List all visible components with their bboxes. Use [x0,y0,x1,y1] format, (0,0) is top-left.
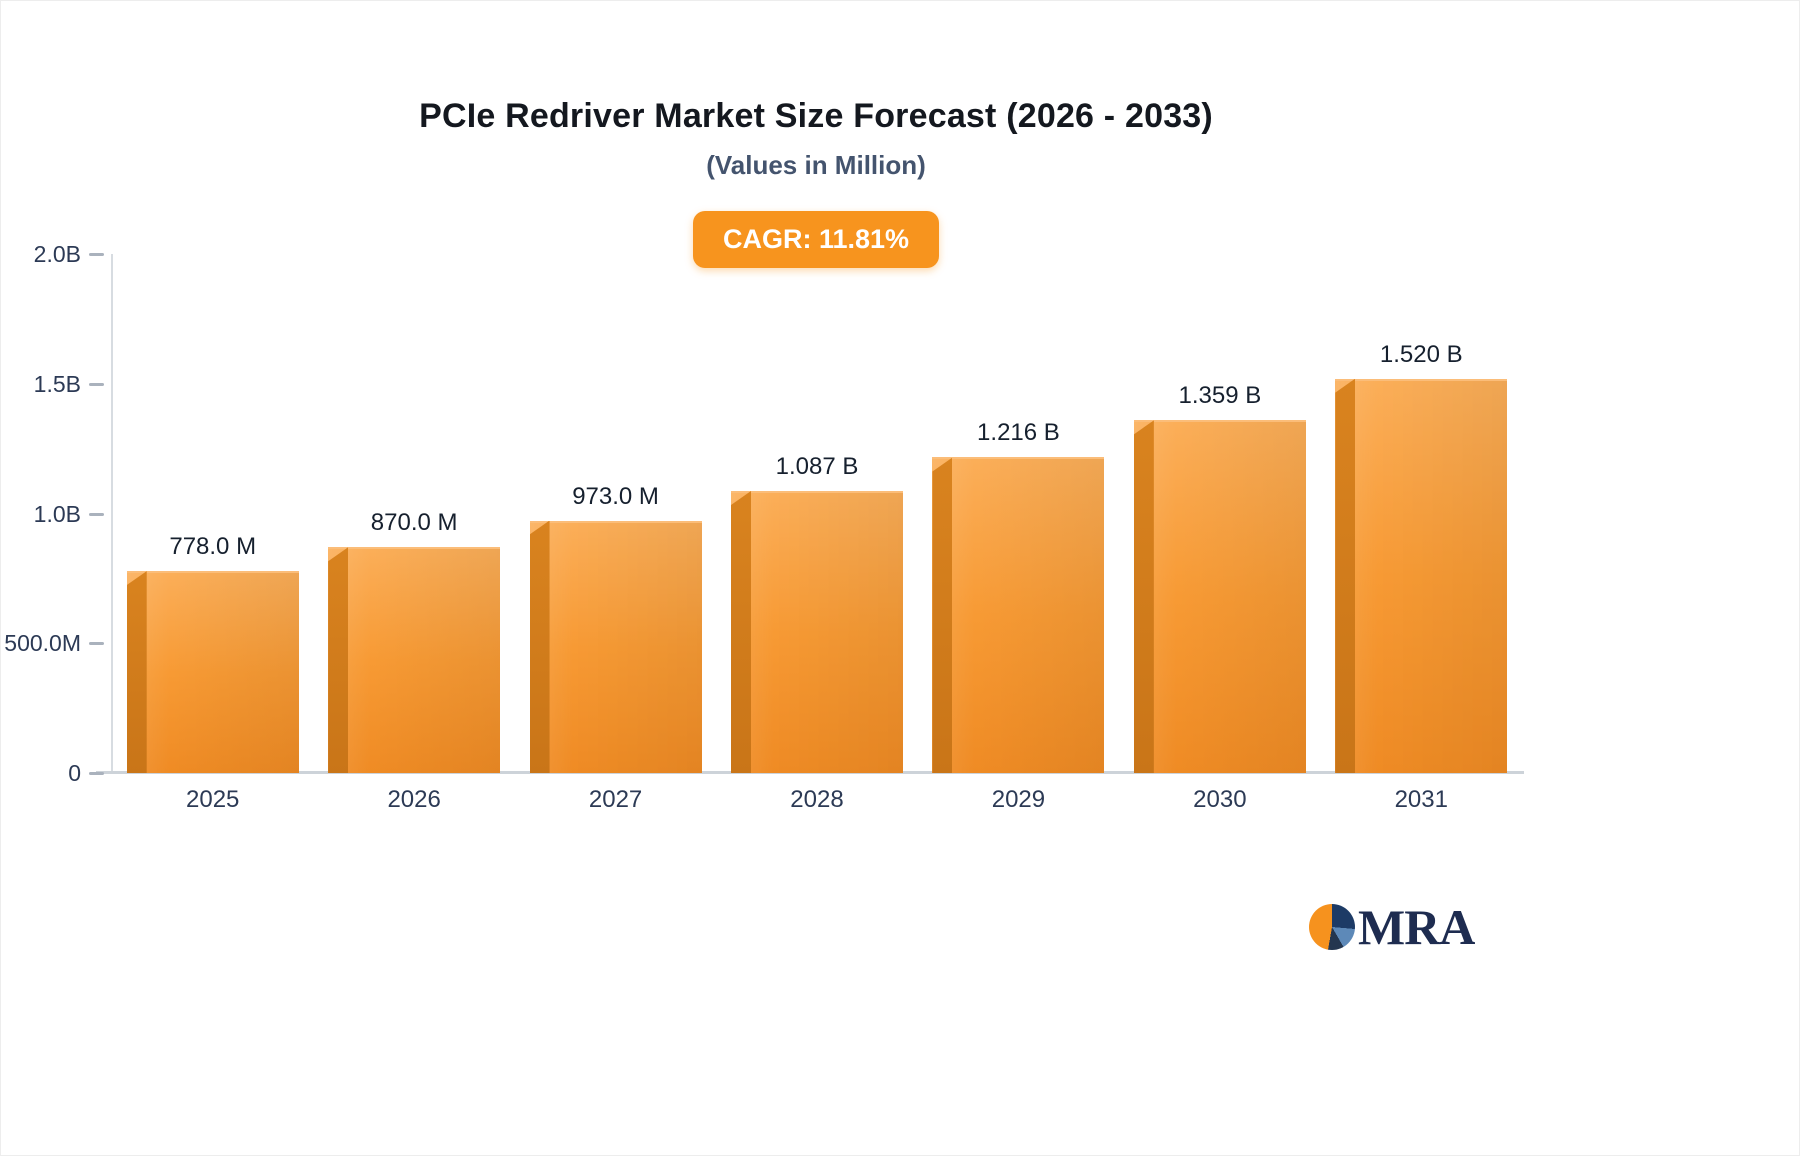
bar-value-label: 1.359 B [1178,382,1262,410]
bar-2026: 870.0 M [328,509,501,773]
x-axis-label-2027: 2027 [588,786,643,813]
x-axis-label-2025: 2025 [186,786,240,813]
bar-2031: 1.520 B [1335,341,1508,773]
bar-side-face [1133,420,1154,773]
bar-value-label: 1.216 B [977,419,1060,447]
y-axis-tick-label: 500.0M [4,630,81,657]
x-axis-label-2030: 2030 [1193,786,1247,813]
chart-region: 778.0 M 870.0 M 973.0 M 1.087 B 1.216 B 1.359… [1,241,1546,813]
y-axis-tick-label: 1.5B [33,370,81,397]
bar-value-label: 973.0 M [572,482,659,510]
bar-front-face [1133,420,1306,773]
bar-side-face [731,490,751,773]
bar-side-face [529,520,550,773]
pie-logo-icon [1309,904,1355,950]
x-axis: 2025 2026 2027 2028 2029 2030 2031 [112,786,1522,820]
x-axis-label-2031: 2031 [1394,786,1448,813]
bar-front-face [731,490,903,773]
y-axis-tick-mark [89,772,104,775]
y-axis-tick-label: 1.0B [33,500,81,527]
x-axis-label-2029: 2029 [991,786,1046,813]
chart-title: PCIe Redriver Market Size Forecast (2026… [419,97,1213,135]
bar-2030: 1.359 B [1133,382,1306,773]
y-axis-tick-mark [89,512,104,516]
y-axis-tick-mark [89,382,104,386]
bar-2027: 973.0 M [529,483,702,773]
bar-front-face [328,547,501,773]
bar-2028: 1.087 B [731,453,903,773]
bar-value-label: 870.0 M [370,509,458,537]
y-axis-tick-mark [89,642,104,646]
plot-area: 778.0 M 870.0 M 973.0 M 1.087 B 1.216 B 1.359… [112,254,1522,773]
y-axis-tick-label: 0 [68,760,81,786]
bar-front-face [126,571,299,773]
chart-subtitle: (Values in Million) [706,150,926,180]
brand-logo: MRA [1309,899,1475,955]
bar-value-label: 778.0 M [169,533,257,561]
cagr-badge: CAGR: 11.81% [692,211,940,268]
bar-side-face [1335,378,1356,773]
x-axis-label-2028: 2028 [790,786,844,813]
bar-2025: 778.0 M [126,533,299,773]
y-axis-tick-label: 2.0B [33,241,81,267]
bar-front-face [529,520,702,773]
bar-front-face [1335,378,1508,773]
x-axis-label-2026: 2026 [387,786,441,813]
bar-front-face [932,457,1105,773]
brand-logo-text: MRA [1358,899,1475,955]
chart-header: PCIe Redriver Market Size Forecast (2026… [1,1,1631,268]
bar-2029: 1.216 B [932,419,1105,773]
bar-value-label: 1.520 B [1379,340,1463,368]
bar-side-face [126,571,147,773]
y-axis-tick-mark [89,253,104,256]
bar-side-face [328,547,349,773]
bar-side-face [932,457,953,773]
bar-value-label: 1.087 B [775,452,859,480]
y-axis-line [111,254,113,773]
